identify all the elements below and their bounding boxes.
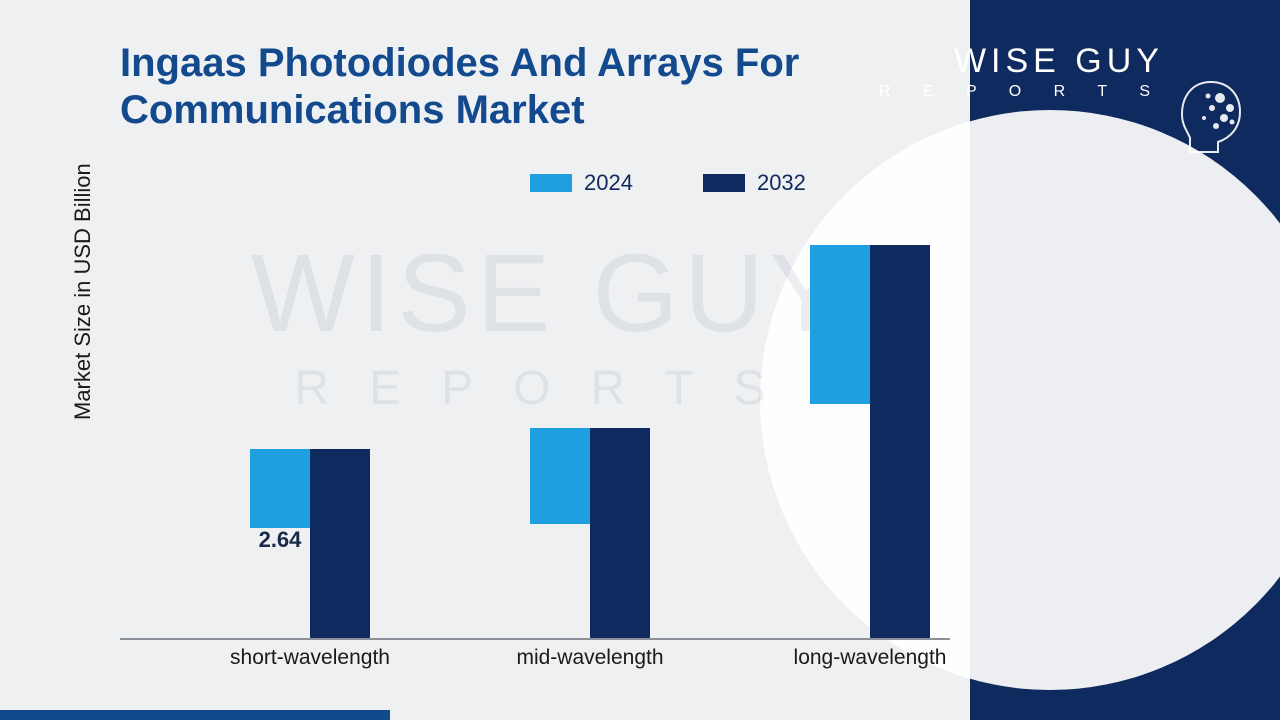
bar-value-label: 2.64 <box>240 527 320 553</box>
legend-swatch <box>530 174 572 192</box>
bar <box>590 428 650 638</box>
legend-swatch <box>703 174 745 192</box>
y-axis-label: Market Size in USD Billion <box>70 163 96 420</box>
brand-subname: R E P O R T S <box>879 83 1164 101</box>
bar <box>530 428 590 524</box>
bar-group: mid-wavelength <box>490 428 690 638</box>
chart-plot-area: short-wavelengthmid-wavelengthlong-wavel… <box>120 220 950 640</box>
brand-head-icon <box>1176 78 1246 156</box>
brand-name: WISE GUY <box>879 42 1164 81</box>
bar <box>810 245 870 404</box>
legend-label: 2024 <box>584 170 633 196</box>
chart-legend: 2024 2032 <box>530 170 806 196</box>
legend-item: 2024 <box>530 170 633 196</box>
bar <box>250 449 310 528</box>
x-axis-label: mid-wavelength <box>470 646 710 670</box>
legend-label: 2032 <box>757 170 806 196</box>
bar-group: long-wavelength <box>770 245 970 638</box>
chart-title: Ingaas Photodiodes And Arrays For Commun… <box>120 40 880 134</box>
bar <box>870 245 930 638</box>
x-axis-label: short-wavelength <box>190 646 430 670</box>
legend-item: 2032 <box>703 170 806 196</box>
x-axis-label: long-wavelength <box>750 646 990 670</box>
footer-accent-bar <box>0 710 390 720</box>
